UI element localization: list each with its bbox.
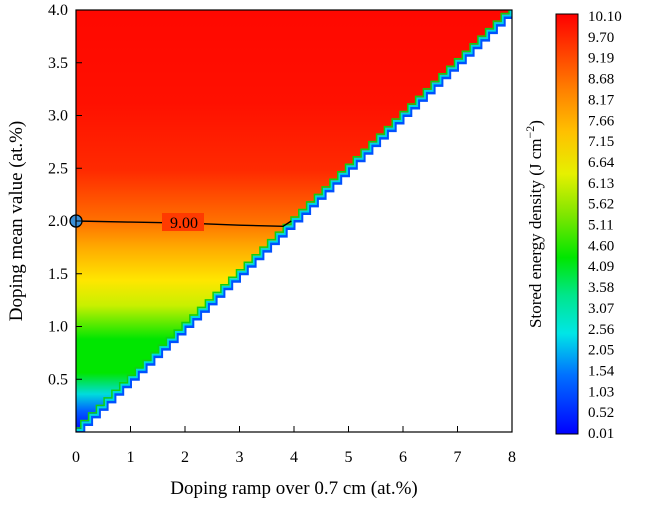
colorbar-label: 6.13 xyxy=(588,176,614,192)
y-tick-label: 0.5 xyxy=(48,371,68,388)
contour-label-background xyxy=(162,213,204,231)
colorbar-label: 5.11 xyxy=(588,218,614,234)
y-tick-label: 1.5 xyxy=(48,266,68,283)
x-axis-ticks: 0 1 2 3 4 5 6 7 8 xyxy=(72,426,516,466)
y-axis-title: Doping mean value (at.%) xyxy=(6,121,27,321)
colorbar-labels: 10.10 9.70 9.19 8.68 8.17 7.66 7.15 6.64 6.13 5.6… xyxy=(588,9,622,442)
y-tick-label: 3.5 xyxy=(48,55,68,72)
colorbar-title: Stored energy density (J cm−2) xyxy=(523,120,545,328)
x-tick-label: 0 xyxy=(72,449,80,466)
y-tick-label: 1.0 xyxy=(48,319,68,336)
x-tick-label: 5 xyxy=(345,449,353,466)
colorbar-label: 3.07 xyxy=(588,301,615,317)
colorbar-label: 0.52 xyxy=(588,405,614,421)
boundary-edge-blue xyxy=(76,10,512,432)
y-tick-label: 2.5 xyxy=(48,160,68,177)
colorbar-label: 1.03 xyxy=(588,384,614,400)
colorbar-label: 8.68 xyxy=(588,72,614,88)
x-tick-label: 8 xyxy=(508,449,516,466)
y-axis-ticks: 0.5 1.0 1.5 2.0 2.5 3.0 3.5 4.0 xyxy=(48,2,82,388)
colorbar-label: 4.60 xyxy=(588,238,614,254)
colorbar-label: 2.05 xyxy=(588,343,614,359)
colorbar-title-main: Stored energy density (J cm xyxy=(526,138,545,327)
x-tick-label: 6 xyxy=(399,449,407,466)
colorbar-label: 6.64 xyxy=(588,155,615,171)
colorbar-label: 7.66 xyxy=(588,113,615,129)
boundary-edge-green xyxy=(76,10,510,429)
colorbar-title-end: ) xyxy=(526,120,545,126)
x-tick-label: 7 xyxy=(454,449,462,466)
colorbar-title-sup: −2 xyxy=(523,126,537,139)
y-tick-label: 2.0 xyxy=(48,213,68,230)
contour-line-9-00 xyxy=(76,220,292,228)
x-tick-label: 2 xyxy=(181,449,189,466)
y-tick-label: 3.0 xyxy=(48,108,68,125)
x-axis-title: Doping ramp over 0.7 cm (at.%) xyxy=(170,478,417,499)
contour-label: 9.00 xyxy=(170,215,198,232)
colorbar xyxy=(555,13,579,435)
colorbar-label: 1.54 xyxy=(588,363,615,379)
x-tick-label: 3 xyxy=(236,449,244,466)
colorbar-label: 9.19 xyxy=(588,51,614,67)
boundary-edge-cyan xyxy=(76,10,512,431)
x-tick-label: 4 xyxy=(290,449,298,466)
y-tick-label: 4.0 xyxy=(48,2,68,19)
colorbar-label: 5.62 xyxy=(588,197,614,213)
colorbar-label: 4.09 xyxy=(588,259,614,275)
colorbar-label: 8.17 xyxy=(588,92,615,108)
colorbar-label: 10.10 xyxy=(588,9,622,25)
colorbar-label: 9.70 xyxy=(588,30,614,46)
colorbar-label: 3.58 xyxy=(588,280,614,296)
x-tick-label: 1 xyxy=(127,449,135,466)
colorbar-label: 0.01 xyxy=(588,426,614,442)
colorbar-label: 2.56 xyxy=(588,322,615,338)
colorbar-label: 7.15 xyxy=(588,134,614,150)
